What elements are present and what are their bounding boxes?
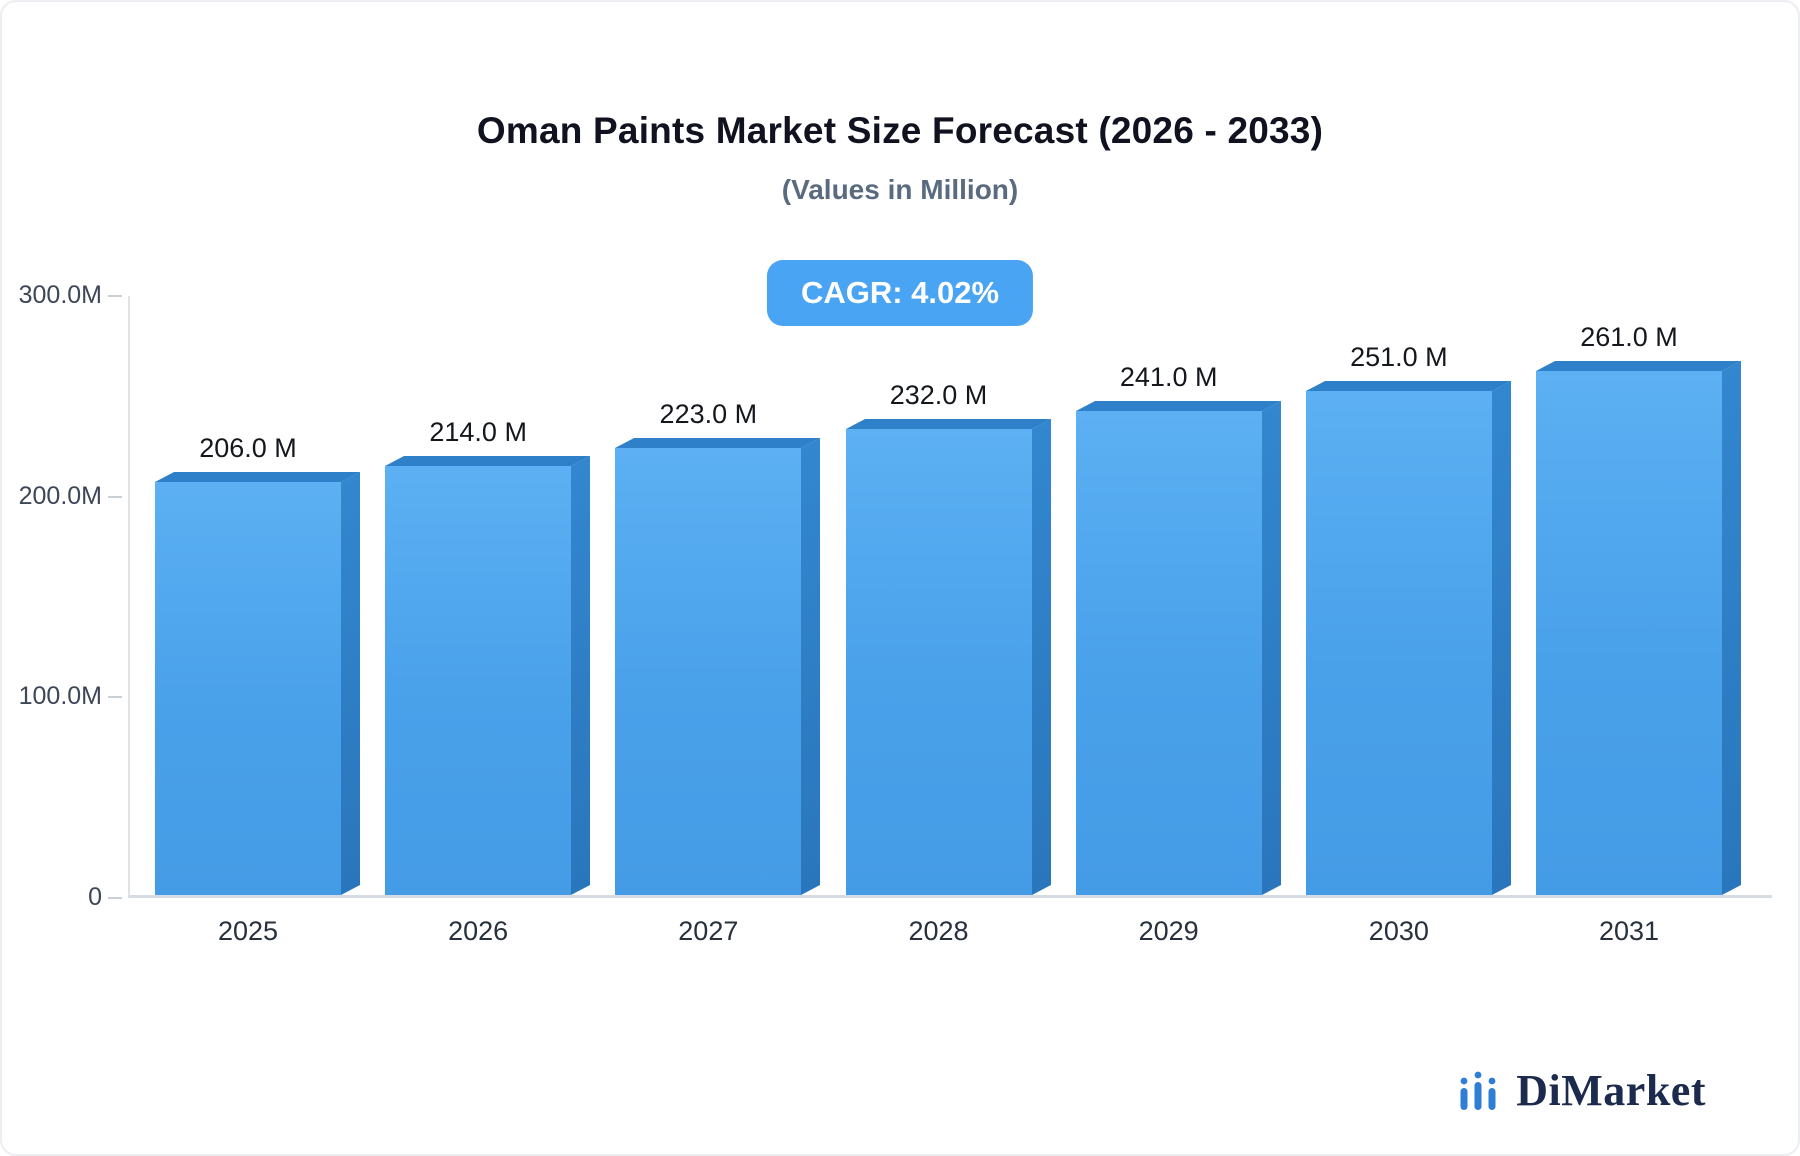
bar-top-face [1075,401,1281,412]
bar-top-face [385,455,591,466]
bar-2028: 232.0 M 2028 [845,296,1051,946]
bar-side-face [1031,419,1051,895]
bar-value-label: 261.0 M [1580,322,1678,353]
bar-2030: 251.0 M 2030 [1305,296,1511,946]
logo-text: DiMarket [1516,1066,1706,1115]
y-axis-tick [108,495,122,498]
bar-top-face [155,471,361,482]
x-axis-label: 2027 [678,916,739,946]
bar-value-label: 232.0 M [889,380,988,411]
bar-side-face [571,455,591,895]
x-axis-label: 2028 [908,916,969,946]
bar-2026: 214.0 M 2026 [385,296,591,946]
y-axis-tick [108,897,122,899]
plot-area: 206.0 M 2025 214.0 M 2026 223.0 M 2027 232.0 M… [128,296,1772,946]
bar-front-face [845,429,1032,895]
bar-front-face [615,447,802,895]
dimarket-logo: DiMarket [1456,1065,1706,1116]
bar-side-face [341,471,360,895]
logo-bars-icon [1460,1071,1496,1110]
x-axis-label: 2030 [1368,916,1429,946]
bar-value-label: 241.0 M [1119,362,1218,393]
bar-side-face [801,437,821,895]
y-axis-tick [108,295,122,297]
x-axis-label: 2031 [1598,916,1660,946]
bar-value-label: 251.0 M [1350,342,1448,373]
bar-side-face [1722,361,1742,895]
chart-subtitle: (Values in Million) [781,174,1019,205]
bar-top-face [845,419,1051,430]
bar-2025: 206.0 M 2025 [155,296,361,946]
bar-value-label: 214.0 M [429,416,527,447]
bar-front-face [1536,371,1723,895]
bar-front-face [155,481,341,895]
x-axis-label: 2025 [217,916,279,946]
bar-value-label: 223.0 M [659,398,758,429]
bar-top-face [1305,381,1511,392]
chart-title: Oman Paints Market Size Forecast (2026 -… [476,110,1324,151]
bar-front-face [1305,391,1492,895]
bar-top-face [615,437,821,448]
bar-top-face [1536,361,1742,372]
bar-2027: 223.0 M 2027 [615,296,821,946]
y-axis-label: 200.0M [18,481,102,510]
bar-side-face [1491,381,1511,895]
bar-2031: 261.0 M 2031 [1536,296,1742,946]
y-axis-label: 300.0M [18,281,102,309]
bar-value-label: 206.0 M [199,432,297,463]
bar-side-face [1261,401,1281,895]
x-axis-label: 2029 [1138,916,1199,946]
cagr-badge: CAGR: 4.02% [766,260,1034,326]
y-axis-tick [108,696,122,699]
y-axis-label: 0 [88,883,102,911]
bar-front-face [385,465,572,895]
bar-2029: 241.0 M 2029 [1075,296,1281,946]
y-axis-label: 100.0M [18,682,102,711]
bar-front-face [1075,411,1262,895]
x-axis-label: 2026 [448,916,509,946]
bar-chart: 206.0 M 2025 214.0 M 2026 223.0 M 2027 232.0 M… [2,281,1798,1076]
